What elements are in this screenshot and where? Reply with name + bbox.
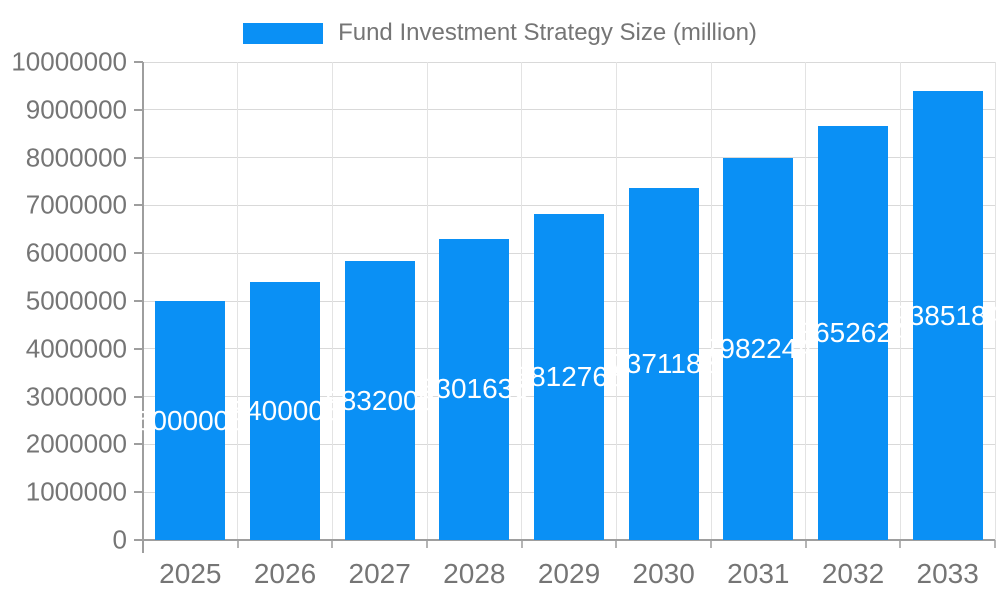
y-axis-tick xyxy=(134,491,143,494)
legend-swatch xyxy=(243,22,324,44)
y-axis-tick xyxy=(134,61,143,63)
y-axis-tick-label: 4000000 xyxy=(25,333,127,364)
x-axis-tick xyxy=(615,540,618,548)
x-gridline xyxy=(237,62,239,540)
bar-value-label: 7371188 xyxy=(610,347,718,379)
y-axis-tick xyxy=(134,539,143,541)
x-axis-tick xyxy=(899,540,902,548)
y-axis-tick-label: 7000000 xyxy=(25,189,127,220)
bar-value-label: 7982244 xyxy=(703,333,813,365)
x-axis-category-label: 2028 xyxy=(443,558,506,589)
x-axis-category-label: 2033 xyxy=(916,558,979,589)
x-axis-tick xyxy=(710,540,712,548)
x-axis-tick xyxy=(426,540,428,548)
x-axis-tick xyxy=(142,540,144,553)
y-axis-tick-label: 9000000 xyxy=(25,94,127,125)
x-axis-category-label: 2025 xyxy=(159,558,222,589)
x-axis-category-label: 2026 xyxy=(253,558,317,589)
y-axis-tick xyxy=(134,156,143,159)
x-gridline xyxy=(521,62,523,540)
x-gridline xyxy=(805,62,807,540)
bar[interactable] xyxy=(250,281,320,540)
x-axis-category-label: 2027 xyxy=(348,558,411,589)
x-axis-tick xyxy=(331,540,334,548)
bar[interactable] xyxy=(439,238,510,540)
y-axis-line xyxy=(142,62,144,540)
x-gridline xyxy=(710,62,712,540)
x-axis-tick xyxy=(236,540,239,548)
x-axis-tick xyxy=(520,540,523,548)
y-axis-tick xyxy=(134,347,143,350)
x-axis-line xyxy=(142,539,995,541)
y-axis-tick xyxy=(134,300,143,302)
bar[interactable] xyxy=(155,301,226,540)
y-gridline xyxy=(143,157,995,159)
legend-label: Fund Investment Strategy Size (million) xyxy=(338,19,757,46)
x-gridline xyxy=(615,62,617,540)
bar-value-label: 8652624 xyxy=(798,317,908,349)
x-gridline xyxy=(426,62,428,540)
bar-value-label: 6812766 xyxy=(514,361,624,393)
x-axis-tick xyxy=(804,540,807,548)
bar-value-label: 5400000 xyxy=(230,394,340,426)
y-axis-tick xyxy=(134,443,143,446)
bar[interactable] xyxy=(723,158,794,540)
y-axis-tick-label: 3000000 xyxy=(25,381,127,412)
x-axis-category-label: 2030 xyxy=(632,558,695,589)
y-gridline xyxy=(143,109,995,111)
x-gridline xyxy=(994,62,996,540)
bar-value-label: 6301636 xyxy=(419,373,529,405)
y-axis-tick xyxy=(134,395,143,398)
y-axis-tick-label: 5000000 xyxy=(25,285,127,316)
y-axis-tick-label: 2000000 xyxy=(25,428,127,459)
x-gridline xyxy=(899,62,901,540)
bar[interactable] xyxy=(818,126,888,540)
bar[interactable] xyxy=(534,214,604,540)
bar[interactable] xyxy=(344,261,415,540)
y-axis-tick-label: 10000000 xyxy=(11,46,127,77)
y-gridline xyxy=(143,204,995,206)
y-axis-tick xyxy=(134,252,143,255)
y-axis-tick-label: 0 xyxy=(112,524,127,555)
x-gridline xyxy=(331,62,333,540)
bar-value-label: 5832000 xyxy=(325,384,435,416)
y-axis-tick-label: 1000000 xyxy=(25,476,127,507)
y-axis-tick xyxy=(134,204,143,207)
legend: Fund Investment Strategy Size (million) xyxy=(0,18,1000,48)
bar-value-label: 5000000 xyxy=(135,404,245,436)
y-gridline xyxy=(143,61,995,63)
x-axis-category-label: 2032 xyxy=(821,558,885,589)
bar-value-label: 9385184 xyxy=(893,299,1000,331)
bar[interactable] xyxy=(628,187,699,540)
x-axis-category-label: 2031 xyxy=(727,558,790,589)
x-axis-tick xyxy=(994,540,996,548)
x-axis-category-label: 2029 xyxy=(537,558,601,589)
y-axis-tick xyxy=(134,108,143,111)
bar[interactable] xyxy=(912,91,983,540)
y-axis-tick-label: 6000000 xyxy=(25,237,127,268)
y-axis-tick-label: 8000000 xyxy=(25,142,127,173)
